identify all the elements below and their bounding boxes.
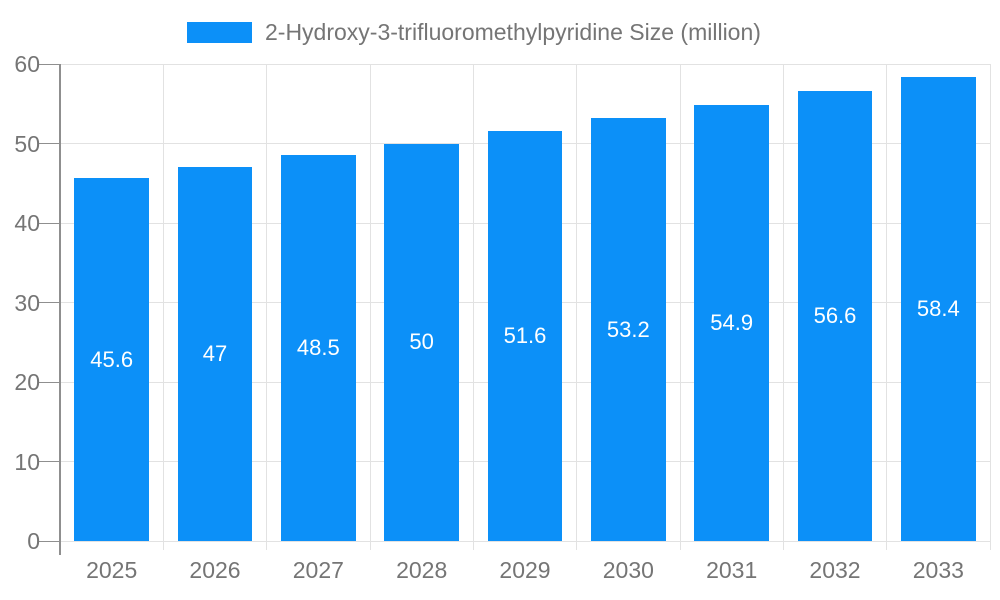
- y-axis-tick-label: 40: [14, 210, 40, 236]
- y-axis-tick: [38, 63, 59, 65]
- gridline-vertical: [369, 64, 371, 541]
- bar[interactable]: 47: [177, 167, 253, 541]
- bar[interactable]: 51.6: [487, 130, 563, 541]
- bar-value-label: 56.6: [813, 303, 857, 328]
- bar[interactable]: 58.4: [901, 76, 976, 541]
- x-axis-tick: [679, 541, 681, 550]
- bar[interactable]: 56.6: [797, 91, 873, 541]
- y-axis-tick-label: 10: [14, 448, 40, 475]
- x-axis-tick: [266, 541, 268, 550]
- y-axis-tick-label: 0: [27, 528, 40, 554]
- y-axis-line: [58, 64, 61, 555]
- y-axis-tick-label: 30: [14, 289, 40, 316]
- x-axis-category-label: 2032: [809, 557, 861, 583]
- gridline-vertical: [886, 64, 888, 541]
- bar-value-label: 58.4: [916, 295, 960, 321]
- x-axis-category-label: 2033: [912, 557, 964, 583]
- bar-value-label: 50: [409, 329, 434, 355]
- x-axis-tick: [886, 541, 888, 550]
- bar-value-label: 54.9: [710, 309, 754, 335]
- x-axis-tick: [472, 541, 474, 550]
- bar-value-label: 47: [202, 341, 228, 367]
- bar-value-label: 45.6: [90, 346, 134, 372]
- bar-value-label: 51.6: [503, 322, 547, 348]
- gridline-vertical: [266, 64, 268, 541]
- legend-swatch-icon: [187, 21, 252, 43]
- x-axis-tick: [989, 541, 991, 550]
- gridline-vertical: [679, 64, 681, 541]
- bar-value-label: 48.5: [296, 335, 340, 361]
- x-axis-category-label: 2026: [189, 557, 241, 583]
- y-axis-tick-label: 60: [14, 51, 40, 77]
- x-axis-tick: [576, 541, 578, 550]
- y-axis-tick: [38, 381, 59, 383]
- x-axis-tick: [369, 541, 371, 550]
- x-axis-category-label: 2025: [86, 557, 138, 583]
- x-axis-category-label: 2029: [499, 557, 551, 583]
- gridline-vertical: [162, 64, 164, 541]
- gridline-vertical: [989, 64, 991, 541]
- gridline-vertical: [472, 64, 474, 541]
- bar[interactable]: 45.6: [74, 178, 149, 541]
- x-axis-category-label: 2027: [292, 557, 344, 583]
- gridline-vertical: [576, 64, 578, 541]
- bar-value-label: 53.2: [606, 316, 650, 342]
- gridline-horizontal: [60, 540, 990, 542]
- x-axis-tick: [782, 541, 784, 550]
- y-axis-tick: [38, 540, 59, 542]
- x-axis-category-label: 2031: [706, 557, 758, 583]
- x-axis-category-label: 2028: [396, 557, 448, 583]
- bar[interactable]: 53.2: [591, 118, 666, 541]
- legend[interactable]: 2-Hydroxy-3-trifluoromethylpyridine Size…: [187, 19, 761, 45]
- y-axis-tick: [38, 143, 59, 144]
- bar[interactable]: 50: [384, 143, 459, 541]
- x-axis-tick: [162, 541, 164, 550]
- y-axis-tick-label: 20: [14, 369, 40, 395]
- y-axis-tick-label: 50: [14, 130, 40, 157]
- bar[interactable]: 48.5: [281, 155, 356, 541]
- y-axis-tick: [38, 302, 59, 303]
- gridline-vertical: [782, 64, 784, 541]
- gridline-horizontal: [60, 63, 990, 65]
- y-axis-tick: [38, 461, 59, 462]
- bar[interactable]: 54.9: [694, 104, 769, 541]
- y-axis-tick: [38, 222, 59, 224]
- x-axis-category-label: 2030: [602, 557, 654, 583]
- legend-label: 2-Hydroxy-3-trifluoromethylpyridine Size…: [265, 18, 761, 45]
